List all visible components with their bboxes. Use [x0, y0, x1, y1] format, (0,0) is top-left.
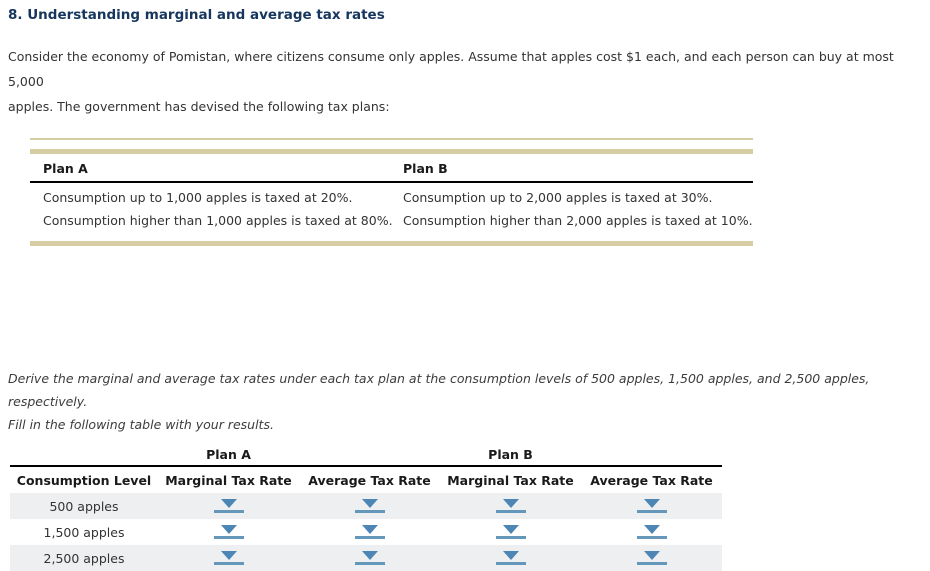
row-label-1500: 1,500 apples: [43, 524, 125, 540]
plans-row-2: Consumption higher than 1,000 apples is …: [30, 206, 753, 229]
dropdown-2500-plan-a-average[interactable]: [353, 550, 387, 566]
homework-question-page: 8. Understanding marginal and average ta…: [0, 7, 930, 571]
instructions-line-1: Derive the marginal and average tax rate…: [8, 371, 870, 409]
plan-a-average-header: Average Tax Rate: [308, 472, 431, 488]
plans-header-row: Plan A Plan B: [30, 154, 753, 183]
cell-2500-plan-a-marginal: [158, 550, 299, 566]
chevron-down-icon: [502, 499, 519, 508]
consumption-level-header: Consumption Level: [16, 472, 152, 488]
results-table: Plan A Plan B Consumption Level Marginal…: [10, 444, 722, 571]
plan-b-rule-2: Consumption higher than 2,000 apples is …: [403, 213, 753, 228]
cell-2500-plan-b-average: [581, 550, 722, 566]
dropdown-1500-plan-b-marginal[interactable]: [494, 524, 528, 540]
cell-500-plan-b-marginal: [440, 498, 581, 514]
dropdown-underline: [495, 510, 526, 513]
cell-2500-plan-b-marginal: [440, 550, 581, 566]
chevron-down-icon: [220, 551, 237, 560]
chevron-down-icon: [220, 525, 237, 534]
intro-line-2: apples. The government has devised the f…: [8, 99, 390, 114]
chevron-down-icon: [502, 551, 519, 560]
chevron-down-icon: [502, 525, 519, 534]
dropdown-underline: [213, 562, 244, 565]
dropdown-underline: [213, 536, 244, 539]
table-row-2500-apples: 2,500 apples: [10, 545, 722, 571]
table-row-1500-apples: 1,500 apples: [10, 519, 722, 545]
cell-2500-plan-a-average: [299, 550, 440, 566]
chevron-down-icon: [643, 499, 660, 508]
table-bottom-bar: [30, 241, 753, 246]
dropdown-2500-plan-b-average[interactable]: [635, 550, 669, 566]
dropdown-2500-plan-a-marginal[interactable]: [212, 550, 246, 566]
dropdown-2500-plan-b-marginal[interactable]: [494, 550, 528, 566]
plan-a-rule-1: Consumption up to 1,000 apples is taxed …: [43, 190, 353, 205]
plan-b-marginal-header: Marginal Tax Rate: [447, 472, 574, 488]
question-title: 8. Understanding marginal and average ta…: [8, 7, 385, 23]
plan-b-average-header: Average Tax Rate: [590, 472, 713, 488]
cell-500-plan-a-marginal: [158, 498, 299, 514]
chevron-down-icon: [643, 551, 660, 560]
plan-b-header: Plan B: [403, 161, 448, 176]
tax-plans-table: Plan A Plan B Consumption up to 1,000 ap…: [30, 138, 753, 246]
dropdown-500-plan-a-marginal[interactable]: [212, 498, 246, 514]
row-label-2500: 2,500 apples: [43, 550, 125, 566]
table-top-rule: [30, 138, 753, 140]
question-intro: Consider the economy of Pomistan, where …: [8, 44, 930, 119]
dropdown-underline: [636, 562, 667, 565]
row-label-500: 500 apples: [49, 498, 119, 514]
dropdown-underline: [636, 510, 667, 513]
dropdown-underline: [495, 536, 526, 539]
task-instructions: Derive the marginal and average tax rate…: [8, 367, 930, 436]
results-column-header-row: Consumption Level Marginal Tax Rate Aver…: [10, 467, 722, 493]
chevron-down-icon: [361, 525, 378, 534]
dropdown-1500-plan-a-average[interactable]: [353, 524, 387, 540]
plan-b-rule-1: Consumption up to 2,000 apples is taxed …: [403, 190, 713, 205]
plans-row-1: Consumption up to 1,000 apples is taxed …: [30, 183, 753, 206]
cell-1500-plan-a-marginal: [158, 524, 299, 540]
results-group-header-row: Plan A Plan B: [10, 444, 722, 467]
dropdown-underline: [636, 536, 667, 539]
dropdown-1500-plan-b-average[interactable]: [635, 524, 669, 540]
cell-1500-plan-b-average: [581, 524, 722, 540]
plan-a-header: Plan A: [43, 161, 88, 176]
cell-1500-plan-b-marginal: [440, 524, 581, 540]
dropdown-underline: [495, 562, 526, 565]
dropdown-500-plan-a-average[interactable]: [353, 498, 387, 514]
cell-500-plan-a-average: [299, 498, 440, 514]
dropdown-underline: [354, 510, 385, 513]
plan-b-group-header: Plan B: [488, 447, 533, 462]
table-row-500-apples: 500 apples: [10, 493, 722, 519]
dropdown-500-plan-b-marginal[interactable]: [494, 498, 528, 514]
chevron-down-icon: [361, 551, 378, 560]
plan-a-marginal-header: Marginal Tax Rate: [165, 472, 292, 488]
chevron-down-icon: [643, 525, 660, 534]
intro-line-1: Consider the economy of Pomistan, where …: [8, 49, 894, 89]
plan-a-group-header: Plan A: [206, 447, 251, 462]
cell-500-plan-b-average: [581, 498, 722, 514]
dropdown-underline: [354, 562, 385, 565]
plan-a-rule-2: Consumption higher than 1,000 apples is …: [43, 213, 393, 228]
chevron-down-icon: [220, 499, 237, 508]
chevron-down-icon: [361, 499, 378, 508]
dropdown-1500-plan-a-marginal[interactable]: [212, 524, 246, 540]
table-top-bar: [30, 149, 753, 154]
dropdown-underline: [354, 536, 385, 539]
instructions-line-2: Fill in the following table with your re…: [8, 417, 274, 432]
cell-1500-plan-a-average: [299, 524, 440, 540]
dropdown-underline: [213, 510, 244, 513]
dropdown-500-plan-b-average[interactable]: [635, 498, 669, 514]
